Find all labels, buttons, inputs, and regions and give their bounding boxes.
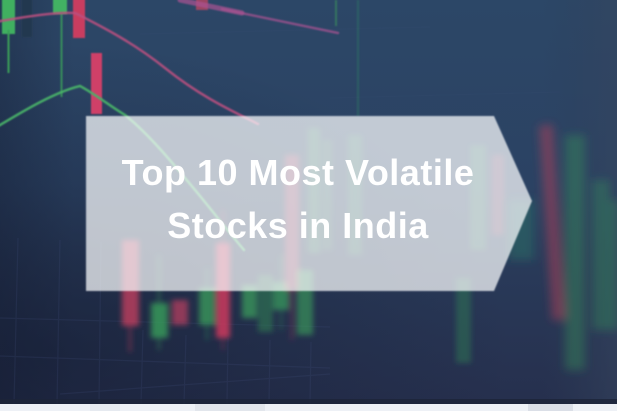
ma-line-pink-upper	[220, 7, 340, 35]
title-ribbon	[86, 116, 532, 291]
title-line-1: Top 10 Most Volatile	[121, 152, 475, 193]
ma-line-pink-curve	[0, 11, 260, 126]
candlesticks-right-blur	[508, 124, 617, 370]
title-line-2: Stocks in India	[167, 205, 429, 246]
footer-strip	[0, 399, 617, 411]
banner-title: Top 10 Most Volatile Stocks in India	[78, 146, 518, 252]
